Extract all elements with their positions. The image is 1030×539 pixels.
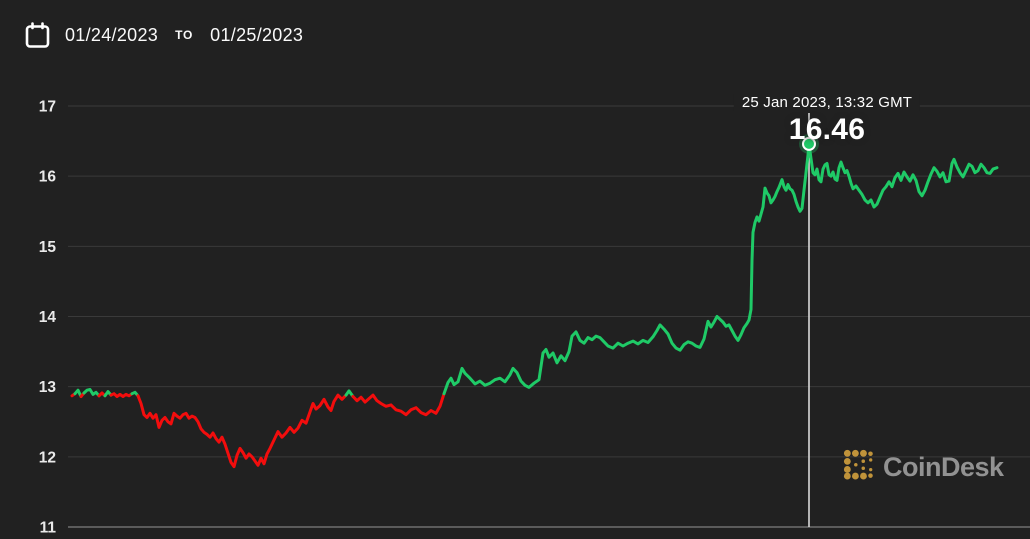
coindesk-logo-text: CoinDesk [883,451,1004,482]
y-axis-label: 14 [39,309,57,326]
price-line-segment [344,389,355,398]
date-separator: TO [175,28,194,42]
y-axis-label: 13 [39,379,57,396]
calendar-icon [25,21,50,49]
y-axis-label: 16 [39,169,57,186]
date-start: 01/24/2023 [65,24,159,45]
date-end: 01/25/2023 [210,24,304,45]
y-axis-label: 12 [39,449,56,466]
price-line-segment [109,392,134,398]
highlight-marker [802,136,816,151]
y-axis-label: 11 [40,520,57,537]
price-line-segment [103,390,113,398]
price-line-segment [130,390,140,398]
y-axis-label: 15 [39,239,57,256]
price-line-segment [442,142,999,396]
coindesk-logo-icon [843,449,874,485]
coindesk-logo[interactable]: CoinDesk [843,449,1004,485]
price-line-segment [82,388,101,398]
price-line-segment [351,392,446,417]
y-axis-label: 17 [39,99,56,116]
price-line-segment [136,393,348,469]
date-range-picker[interactable]: 01/24/2023 TO 01/25/2023 [25,19,303,51]
price-line-segment [73,388,83,398]
